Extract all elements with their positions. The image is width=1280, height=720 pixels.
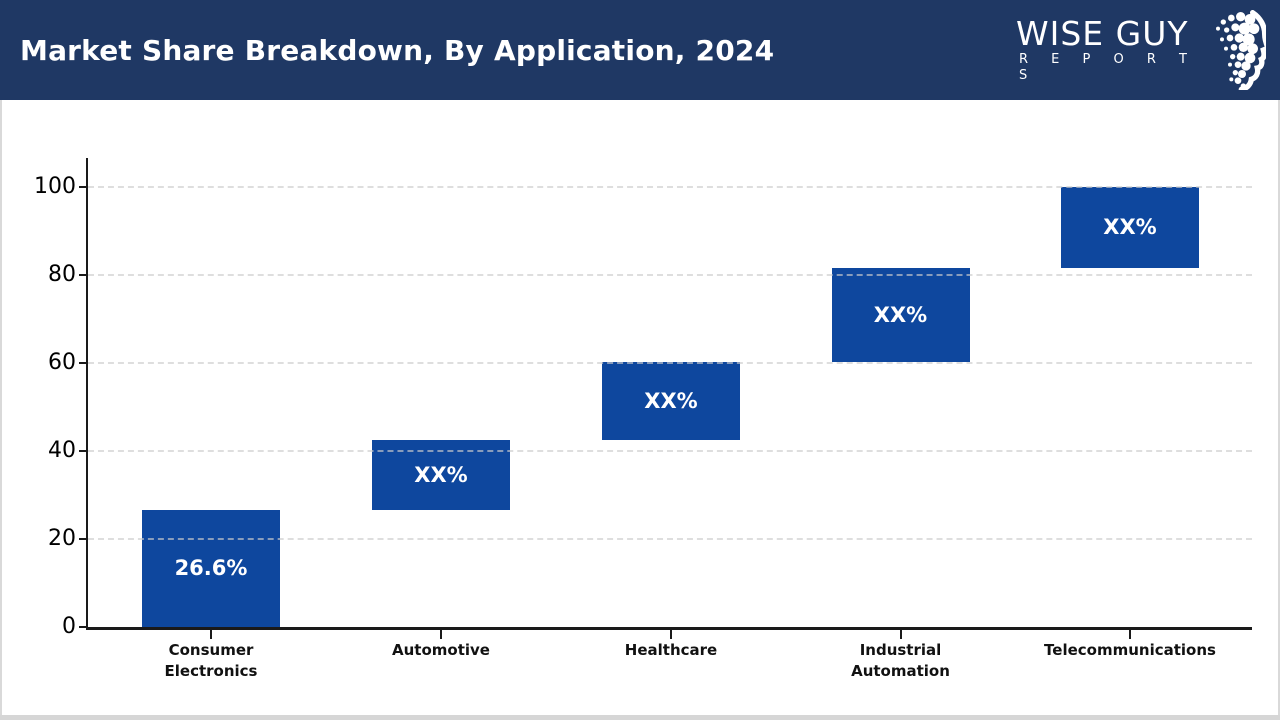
x-tick-label: Telecommunications — [1044, 641, 1216, 659]
x-tick-label: Consumer Electronics — [164, 641, 258, 680]
y-tick — [79, 626, 87, 628]
x-tick — [670, 630, 672, 639]
x-tick-label: Healthcare — [624, 641, 718, 659]
bar: XX% — [1061, 187, 1199, 268]
y-tick — [79, 362, 87, 364]
bar: XX% — [372, 440, 510, 510]
y-tick-label: 20 — [48, 526, 76, 551]
bar-value-label: XX% — [414, 463, 468, 488]
y-axis-line — [86, 158, 88, 629]
x-tick — [899, 630, 902, 639]
wiseguy-logo: WISE GUY R E P O R T S — [1016, 6, 1266, 94]
bar: XX% — [831, 267, 970, 363]
y-tick-label: 100 — [34, 174, 76, 199]
x-axis-line — [86, 627, 1252, 630]
wiseguy-logo-line2: R E P O R T S — [1019, 52, 1197, 83]
header-bar: Market Share Breakdown, By Application, … — [0, 0, 1280, 100]
wiseguy-logo-text: WISE GUY R E P O R T S — [1016, 16, 1202, 84]
bar: XX% — [602, 362, 740, 441]
gridline — [88, 538, 1252, 540]
x-tick — [440, 630, 442, 639]
y-tick — [79, 186, 87, 188]
y-tick — [79, 450, 87, 452]
bar-value-label: XX% — [1103, 215, 1157, 240]
y-tick — [79, 538, 87, 540]
x-tick — [1129, 630, 1131, 639]
y-tick-label: 60 — [48, 350, 76, 375]
bar-value-label: XX% — [644, 389, 698, 414]
gridline — [88, 274, 1252, 276]
y-tick-label: 0 — [62, 614, 76, 639]
bar-value-label: 26.6% — [174, 556, 248, 581]
footer-strip — [0, 715, 1280, 720]
wiseguy-head-icon — [1216, 10, 1266, 90]
x-tick — [210, 630, 212, 639]
bar-value-label: XX% — [873, 303, 928, 328]
gridline — [88, 186, 1252, 188]
y-tick-label: 80 — [48, 262, 76, 287]
chart-title: Market Share Breakdown, By Application, … — [20, 33, 775, 67]
y-tick-label: 40 — [48, 438, 76, 463]
x-tick-label: Automotive — [392, 641, 490, 659]
wiseguy-logo-line1: WISE GUY — [1016, 14, 1189, 53]
x-tick-label: Industrial Automation — [851, 641, 950, 680]
gridline — [88, 362, 1252, 364]
y-tick — [79, 274, 87, 276]
gridline — [88, 450, 1252, 452]
bar: 26.6% — [142, 509, 280, 627]
